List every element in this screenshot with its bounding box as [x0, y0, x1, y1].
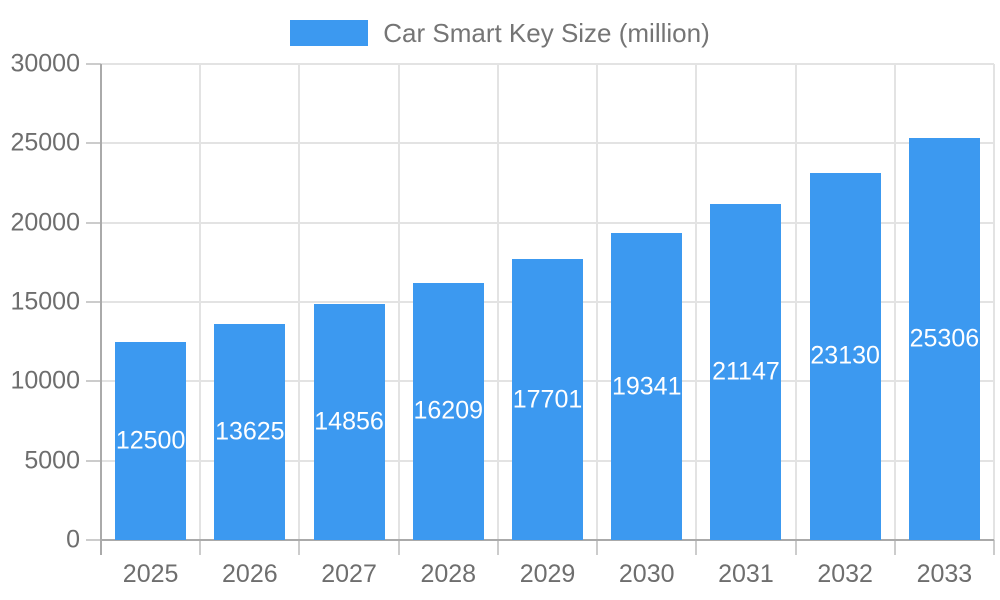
x-axis-tick	[893, 540, 896, 555]
x-gridline	[695, 64, 698, 540]
bar-value-label: 23130	[810, 341, 880, 370]
y-axis-tick	[86, 539, 101, 541]
x-gridline	[496, 64, 499, 540]
x-axis-tick-label: 2032	[817, 560, 873, 588]
bar-2028[interactable]: 16209	[412, 282, 484, 540]
y-axis-tick-label: 15000	[10, 287, 80, 316]
x-axis-tick-label: 2026	[222, 560, 278, 588]
y-axis-tick-label: 5000	[24, 446, 80, 475]
x-axis-line	[101, 539, 994, 541]
y-axis-tick-label: 30000	[10, 49, 80, 78]
x-axis-tick	[794, 540, 797, 555]
x-axis-tick	[596, 540, 599, 555]
legend[interactable]: Car Smart Key Size (million)	[0, 17, 1000, 48]
bar-value-label: 14856	[314, 407, 384, 436]
x-gridline	[397, 64, 400, 540]
y-axis-tick	[86, 142, 101, 145]
y-axis-tick	[86, 380, 101, 383]
x-axis-tick-label: 2031	[718, 560, 774, 588]
y-axis-tick	[86, 63, 101, 65]
y-gridline	[101, 142, 994, 145]
y-gridline	[101, 63, 994, 65]
y-axis-tick	[86, 221, 101, 224]
bar-2033[interactable]: 25306	[908, 138, 980, 540]
bar-2029[interactable]: 17701	[512, 259, 583, 540]
x-gridline	[199, 64, 202, 540]
bar-2026[interactable]: 13625	[214, 323, 286, 540]
y-axis-tick-label: 0	[66, 525, 80, 554]
y-axis-tick-label: 20000	[10, 208, 80, 237]
x-axis-tick	[993, 540, 995, 555]
bar-value-label: 16209	[413, 396, 484, 425]
bar-value-label: 25306	[909, 324, 980, 353]
x-gridline	[596, 64, 599, 540]
bar-value-label: 21147	[712, 357, 780, 386]
x-gridline	[993, 64, 995, 540]
bar-2025[interactable]: 12500	[115, 341, 187, 540]
x-axis-tick-label: 2028	[420, 560, 477, 588]
y-axis-tick	[86, 459, 101, 462]
x-axis-tick-label: 2030	[618, 560, 675, 588]
x-axis-tick	[397, 540, 400, 555]
y-axis-tick-label: 25000	[10, 128, 80, 157]
x-axis-tick-label: 2033	[916, 560, 973, 588]
x-gridline	[298, 64, 301, 540]
bar-value-label: 13625	[215, 417, 285, 446]
x-gridline	[893, 64, 896, 540]
bar-2027[interactable]: 14856	[313, 304, 385, 540]
x-axis-tick-label: 2027	[321, 560, 377, 588]
legend-swatch-icon	[290, 20, 369, 46]
bar-value-label: 17701	[512, 385, 583, 414]
bar-2032[interactable]: 23130	[809, 173, 881, 540]
y-axis-tick	[86, 301, 101, 303]
x-gridline	[794, 64, 797, 540]
x-axis-tick	[695, 540, 698, 555]
x-axis-tick-label: 2025	[122, 560, 179, 588]
legend-label: Car Smart Key Size (million)	[383, 17, 710, 48]
y-gridline	[101, 221, 994, 224]
bar-2031[interactable]: 21147	[710, 204, 782, 540]
x-axis-tick-label: 2029	[519, 560, 576, 588]
y-axis-line	[100, 64, 102, 555]
x-axis-tick	[496, 540, 499, 555]
x-axis-tick	[298, 540, 301, 555]
x-axis-tick	[199, 540, 202, 555]
bar-value-label: 12500	[115, 426, 186, 455]
y-axis-tick-label: 10000	[10, 366, 80, 395]
bar-2030[interactable]: 19341	[611, 233, 683, 540]
bar-value-label: 19341	[611, 372, 682, 401]
